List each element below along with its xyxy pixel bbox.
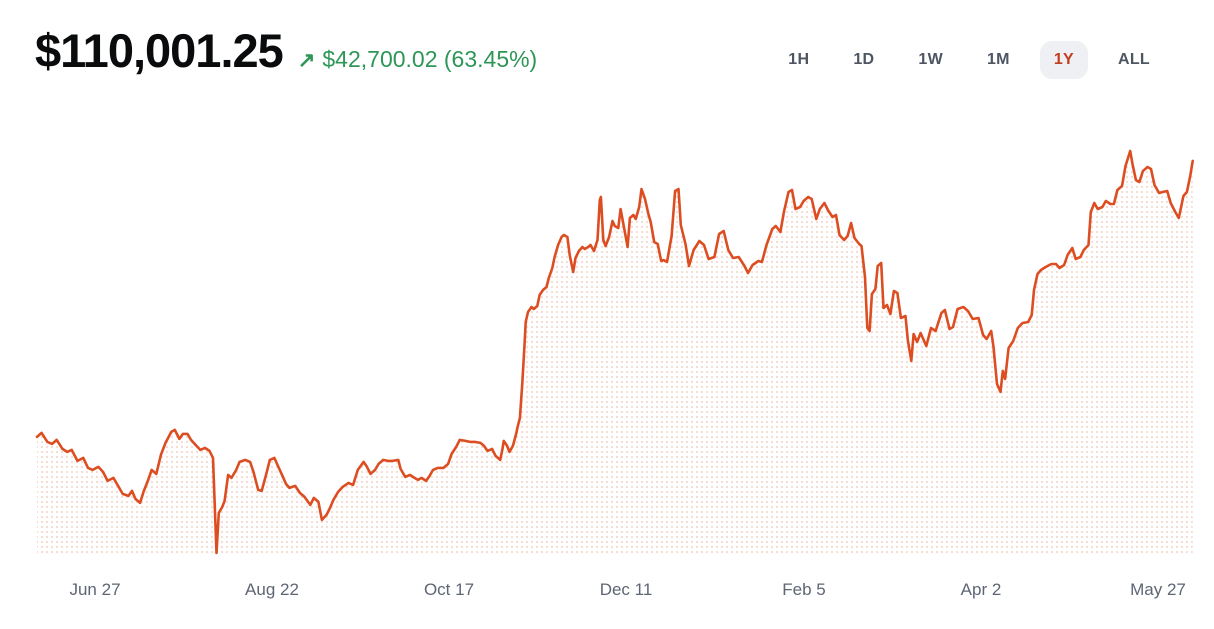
chart-line xyxy=(35,149,1194,555)
current-price: $110,001.25 xyxy=(35,24,284,77)
price-change: ↗ $42,700.02 (63.45%) xyxy=(298,46,537,73)
price-header: $110,001.25 ↗ $42,700.02 (63.45%) xyxy=(35,24,537,78)
range-button-1m[interactable]: 1M xyxy=(973,41,1024,79)
chart-area-fill xyxy=(37,151,1193,555)
range-button-1d[interactable]: 1D xyxy=(839,41,888,79)
range-button-all[interactable]: ALL xyxy=(1104,41,1164,79)
range-button-1w[interactable]: 1W xyxy=(904,41,957,79)
time-range-selector: 1H 1D 1W 1M 1Y ALL xyxy=(774,40,1164,80)
range-button-1h[interactable]: 1H xyxy=(774,41,823,79)
up-arrow-icon: ↗ xyxy=(297,49,316,72)
price-change-text: $42,700.02 (63.45%) xyxy=(322,46,538,72)
range-button-1y[interactable]: 1Y xyxy=(1039,41,1088,79)
